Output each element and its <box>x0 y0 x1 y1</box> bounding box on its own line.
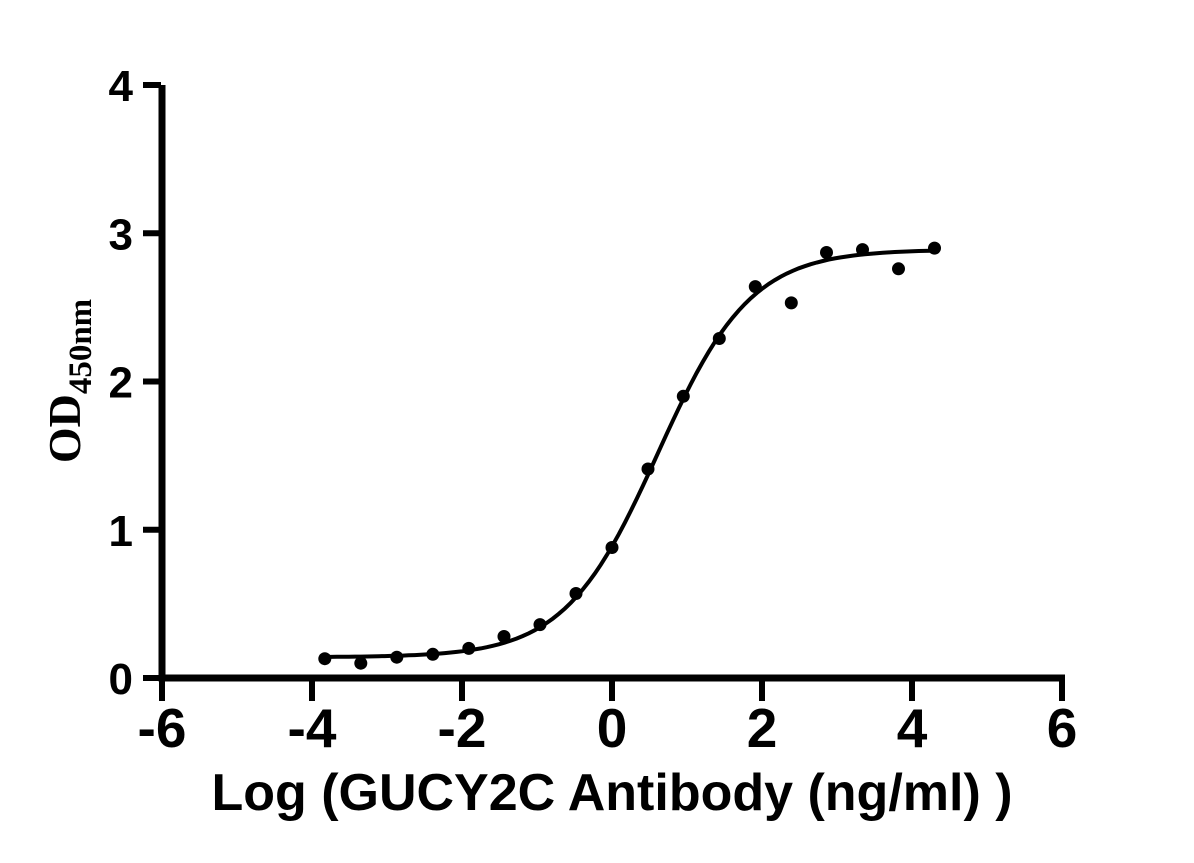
y-axis-tick-labels: 0 1 2 3 4 <box>109 62 134 704</box>
data-point <box>533 618 547 632</box>
y-axis-ticks <box>143 82 161 681</box>
data-point <box>928 241 941 255</box>
data-point <box>390 650 404 664</box>
data-point <box>569 587 583 600</box>
data-point <box>497 630 511 643</box>
y-tick-label: 0 <box>109 655 133 704</box>
data-point <box>605 541 619 554</box>
y-tick-label: 2 <box>109 359 133 408</box>
data-point <box>892 262 905 276</box>
y-tick-label: 4 <box>109 62 134 111</box>
data-points <box>318 241 941 670</box>
data-point <box>426 647 440 661</box>
data-point <box>820 246 833 259</box>
data-point <box>712 332 726 345</box>
sigmoid-fit-path <box>322 248 937 659</box>
data-point <box>856 243 869 257</box>
x-tick-label: -2 <box>438 697 487 759</box>
axes <box>158 85 1065 682</box>
data-point <box>784 296 798 310</box>
data-point <box>462 641 476 655</box>
data-point <box>676 389 690 403</box>
x-tick-label: -6 <box>138 697 187 759</box>
x-tick-label: 0 <box>597 697 628 759</box>
fit-curve <box>322 248 937 659</box>
x-axis-title: Log (GUCY2C Antibody (ng/ml) ) <box>211 764 1012 822</box>
x-tick-label: -4 <box>288 697 337 759</box>
x-axis-ticks <box>159 679 1065 701</box>
data-point <box>318 652 332 666</box>
data-point <box>641 462 655 476</box>
y-axis-title-main: OD <box>39 394 90 463</box>
y-tick-label: 3 <box>109 210 133 259</box>
x-axis-tick-labels: -6 -4 -2 0 2 4 6 <box>138 697 1078 759</box>
x-tick-label: 2 <box>747 697 778 759</box>
x-tick-label: 6 <box>1047 697 1078 759</box>
x-tick-label: 4 <box>897 697 928 759</box>
data-point <box>354 656 368 670</box>
y-axis-title-subscript: 450nm <box>63 299 99 394</box>
data-point <box>748 280 762 294</box>
y-axis-title: OD450nm <box>39 299 99 463</box>
y-tick-label: 1 <box>109 507 133 556</box>
